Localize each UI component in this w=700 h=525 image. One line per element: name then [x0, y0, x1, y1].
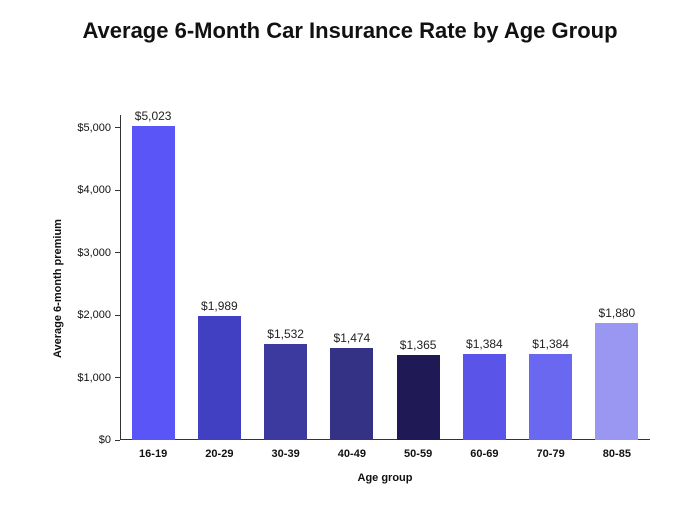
x-tick-label: 70-79: [518, 448, 584, 460]
x-axis-title: Age group: [120, 472, 650, 484]
y-tick-label: $1,000: [51, 372, 111, 384]
x-tick-label: 16-19: [120, 448, 186, 460]
bar-value-label: $1,880: [587, 306, 646, 320]
y-tick: [115, 190, 120, 191]
bar: [529, 354, 572, 441]
y-tick: [115, 315, 120, 316]
bar-value-label: $5,023: [124, 109, 183, 123]
y-tick: [115, 440, 120, 441]
bar-value-label: $1,365: [389, 338, 448, 352]
y-tick-label: $5,000: [51, 122, 111, 134]
y-tick: [115, 252, 120, 253]
y-tick-label: $0: [51, 434, 111, 446]
x-tick-label: 30-39: [253, 448, 319, 460]
y-tick-label: $4,000: [51, 184, 111, 196]
chart-plot-area: $0$1,000$2,000$3,000$4,000$5,000$5,02316…: [120, 115, 650, 440]
y-tick: [115, 377, 120, 378]
y-axis-line: [120, 115, 121, 440]
x-tick-label: 80-85: [584, 448, 650, 460]
bar: [132, 126, 175, 440]
bar: [198, 316, 241, 440]
bar: [595, 323, 638, 441]
bar-value-label: $1,989: [190, 299, 249, 313]
bar-value-label: $1,384: [455, 337, 514, 351]
bar-value-label: $1,532: [256, 327, 315, 341]
bar: [463, 354, 506, 441]
bar: [330, 348, 373, 440]
chart-container: Average 6-Month Car Insurance Rate by Ag…: [0, 0, 700, 525]
x-tick-label: 20-29: [186, 448, 252, 460]
y-axis-title: Average 6-month premium: [52, 219, 64, 358]
bar-value-label: $1,474: [322, 331, 381, 345]
x-tick-label: 40-49: [319, 448, 385, 460]
bar: [397, 355, 440, 440]
x-tick-label: 60-69: [451, 448, 517, 460]
x-tick-label: 50-59: [385, 448, 451, 460]
bar-value-label: $1,384: [521, 337, 580, 351]
chart-title: Average 6-Month Car Insurance Rate by Ag…: [0, 18, 700, 44]
bar: [264, 344, 307, 440]
y-tick: [115, 127, 120, 128]
